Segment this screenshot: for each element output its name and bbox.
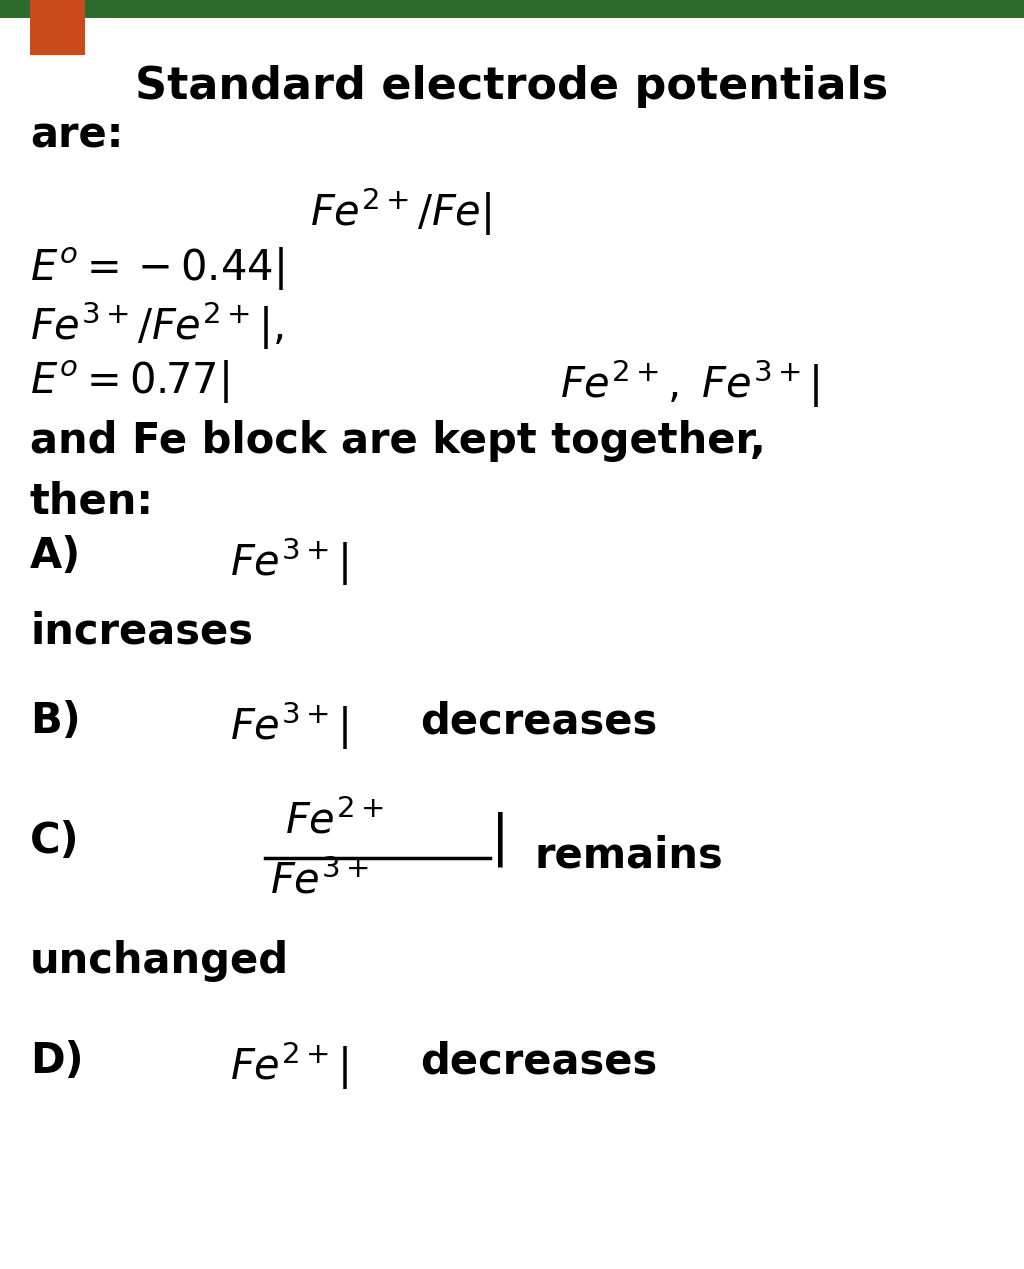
Text: A): A) [30,536,81,577]
Text: $\mathit{Fe^{3+}}$$|$: $\mathit{Fe^{3+}}$$|$ [230,536,348,588]
Text: D): D) [30,1041,84,1082]
Text: $\mathit{E^{o} = -0.44}$$|$: $\mathit{E^{o} = -0.44}$$|$ [30,245,284,292]
Text: $|$: $|$ [490,810,504,869]
Text: $\mathit{Fe^{3+}/Fe^{2+}}$$|$$\mathit{,}$: $\mathit{Fe^{3+}/Fe^{2+}}$$|$$\mathit{,}… [30,299,284,353]
Text: B): B) [30,700,81,742]
Text: are:: are: [30,115,123,157]
Text: C): C) [30,820,80,862]
Text: decreases: decreases [420,1041,657,1082]
Text: increases: increases [30,610,253,652]
Text: then:: then: [30,480,154,522]
Text: $\mathit{Fe^{2+}}$: $\mathit{Fe^{2+}}$ [285,799,384,843]
Text: and Fe block are kept together,: and Fe block are kept together, [30,420,766,462]
Text: $\mathit{Fe^{3+}}$$|$: $\mathit{Fe^{3+}}$$|$ [230,700,348,753]
Bar [0,0,1024,18]
Text: unchanged: unchanged [30,940,289,982]
Text: $\mathit{E^{o} = 0.77}$$|$: $\mathit{E^{o} = 0.77}$$|$ [30,358,228,405]
Bar [30,0,85,55]
Text: decreases: decreases [420,700,657,742]
Text: remains: remains [535,835,724,877]
Text: $\mathit{Fe^{2+}/Fe}$$|$: $\mathit{Fe^{2+}/Fe}$$|$ [310,185,492,237]
Text: $\mathit{Fe^{2+},\ Fe^{3+}}$$|$: $\mathit{Fe^{2+},\ Fe^{3+}}$$|$ [560,358,819,410]
Text: $\mathit{Fe^{3+}}$: $\mathit{Fe^{3+}}$ [270,860,370,902]
Text: Standard electrode potentials: Standard electrode potentials [135,65,889,108]
Text: $\mathit{Fe^{2+}}$$|$: $\mathit{Fe^{2+}}$$|$ [230,1041,348,1093]
